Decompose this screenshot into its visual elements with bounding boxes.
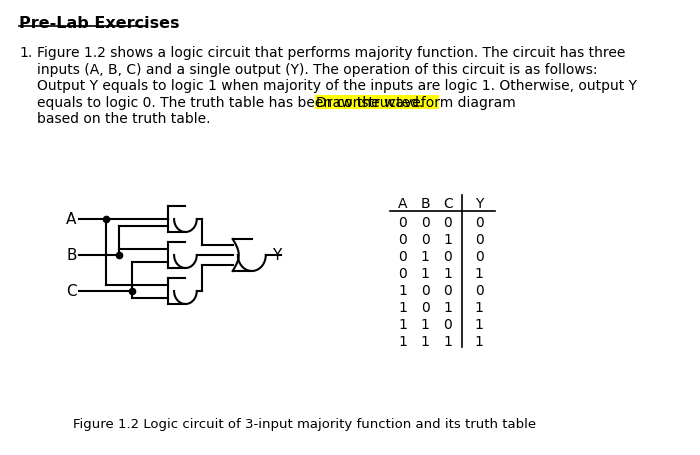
Text: 0: 0 — [444, 216, 452, 230]
Text: 1: 1 — [475, 267, 484, 281]
Text: 1: 1 — [398, 301, 407, 315]
Text: 1: 1 — [421, 250, 430, 264]
Text: 1: 1 — [443, 233, 452, 247]
Text: A: A — [398, 197, 407, 211]
Text: 1: 1 — [475, 318, 484, 332]
Text: 0: 0 — [475, 233, 484, 247]
Text: 0: 0 — [421, 301, 430, 315]
Text: inputs (A, B, C) and a single output (Y). The operation of this circuit is as fo: inputs (A, B, C) and a single output (Y)… — [36, 62, 597, 76]
Text: equals to logic 0. The truth table has been constructed.: equals to logic 0. The truth table has b… — [36, 95, 427, 109]
Text: 1: 1 — [421, 335, 430, 349]
Text: 0: 0 — [444, 250, 452, 264]
Text: Figure 1.2 shows a logic circuit that performs majority function. The circuit ha: Figure 1.2 shows a logic circuit that pe… — [36, 46, 625, 60]
Text: Y: Y — [475, 197, 484, 211]
Text: based on the truth table.: based on the truth table. — [36, 112, 210, 126]
Text: C: C — [443, 197, 453, 211]
Text: Output Y equals to logic 1 when majority of the inputs are logic 1. Otherwise, o: Output Y equals to logic 1 when majority… — [36, 79, 636, 93]
Text: 1: 1 — [398, 318, 407, 332]
Text: 0: 0 — [421, 216, 430, 230]
Text: 0: 0 — [444, 318, 452, 332]
Text: 1: 1 — [443, 267, 452, 281]
Text: 0: 0 — [475, 284, 484, 298]
Text: Draw the waveform diagram: Draw the waveform diagram — [316, 95, 515, 109]
Text: Figure 1.2 Logic circuit of 3-input majority function and its truth table: Figure 1.2 Logic circuit of 3-input majo… — [74, 417, 536, 430]
Text: 1: 1 — [398, 335, 407, 349]
Text: 0: 0 — [421, 233, 430, 247]
Text: 0: 0 — [398, 216, 407, 230]
Text: 0: 0 — [398, 250, 407, 264]
Text: 1: 1 — [421, 318, 430, 332]
Text: 0: 0 — [475, 216, 484, 230]
Text: 1: 1 — [443, 335, 452, 349]
Text: 1: 1 — [475, 301, 484, 315]
Text: C: C — [66, 284, 77, 299]
Text: A: A — [66, 212, 77, 227]
Text: 1: 1 — [398, 284, 407, 298]
Text: 0: 0 — [398, 233, 407, 247]
Text: 1: 1 — [443, 301, 452, 315]
Text: 0: 0 — [475, 250, 484, 264]
Text: 0: 0 — [398, 267, 407, 281]
Text: 1: 1 — [421, 267, 430, 281]
Text: Y: Y — [272, 248, 281, 263]
Text: B: B — [66, 248, 77, 263]
Text: B: B — [421, 197, 430, 211]
FancyBboxPatch shape — [315, 95, 439, 110]
Text: 1: 1 — [475, 335, 484, 349]
Text: 0: 0 — [444, 284, 452, 298]
Text: 0: 0 — [421, 284, 430, 298]
Text: 1.: 1. — [19, 46, 32, 60]
Text: Pre-Lab Exercises: Pre-Lab Exercises — [19, 16, 180, 31]
